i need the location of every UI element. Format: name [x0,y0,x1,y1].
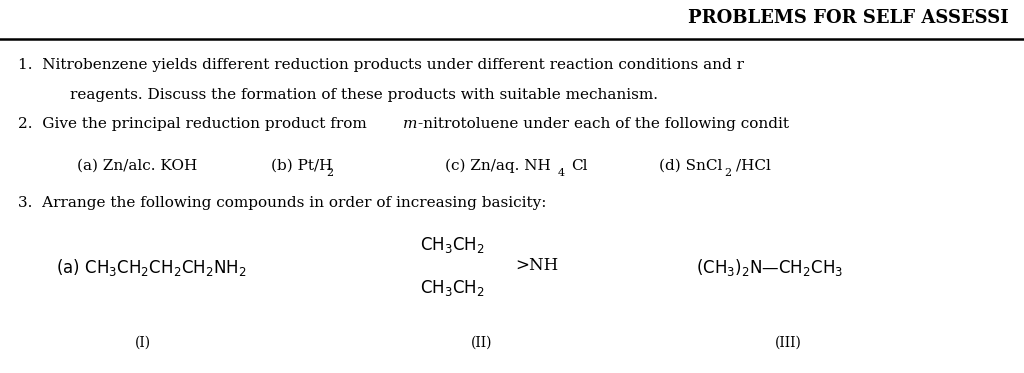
Text: /HCl: /HCl [736,159,771,173]
Text: (I): (I) [135,336,152,350]
Text: 2: 2 [724,168,731,178]
Text: 1.  Nitrobenzene yields different reduction products under different reaction co: 1. Nitrobenzene yields different reducti… [18,58,744,72]
Text: Cl: Cl [571,159,588,173]
Text: (a) $\mathregular{CH_3CH_2CH_2CH_2NH_2}$: (a) $\mathregular{CH_3CH_2CH_2CH_2NH_2}$ [56,257,247,278]
Text: (c) Zn/aq. NH: (c) Zn/aq. NH [445,159,551,173]
Text: (d) SnCl: (d) SnCl [659,159,723,173]
Text: 3.  Arrange the following compounds in order of increasing basicity:: 3. Arrange the following compounds in or… [18,196,547,210]
Text: 4: 4 [558,168,565,178]
Text: $\mathregular{(CH_3)_2N}$—$\mathregular{CH_2CH_3}$: $\mathregular{(CH_3)_2N}$—$\mathregular{… [696,257,844,278]
Text: (III): (III) [775,336,802,350]
Text: -nitrotoluene under each of the following condit: -nitrotoluene under each of the followin… [418,117,788,132]
Text: 2.  Give the principal reduction product from: 2. Give the principal reduction product … [18,117,372,132]
Text: 2: 2 [327,168,334,178]
Text: $\mathregular{CH_3CH_2}$: $\mathregular{CH_3CH_2}$ [420,278,484,298]
Text: PROBLEMS FOR SELF ASSESSI: PROBLEMS FOR SELF ASSESSI [688,9,1009,27]
Text: m: m [402,117,417,132]
Text: (II): (II) [471,336,492,350]
Text: (a) Zn/alc. KOH: (a) Zn/alc. KOH [77,159,197,173]
Text: $\mathregular{CH_3CH_2}$: $\mathregular{CH_3CH_2}$ [420,235,484,255]
Text: (b) Pt/H: (b) Pt/H [271,159,333,173]
Text: reagents. Discuss the formation of these products with suitable mechanism.: reagents. Discuss the formation of these… [70,88,657,102]
Text: >NH: >NH [515,257,558,275]
